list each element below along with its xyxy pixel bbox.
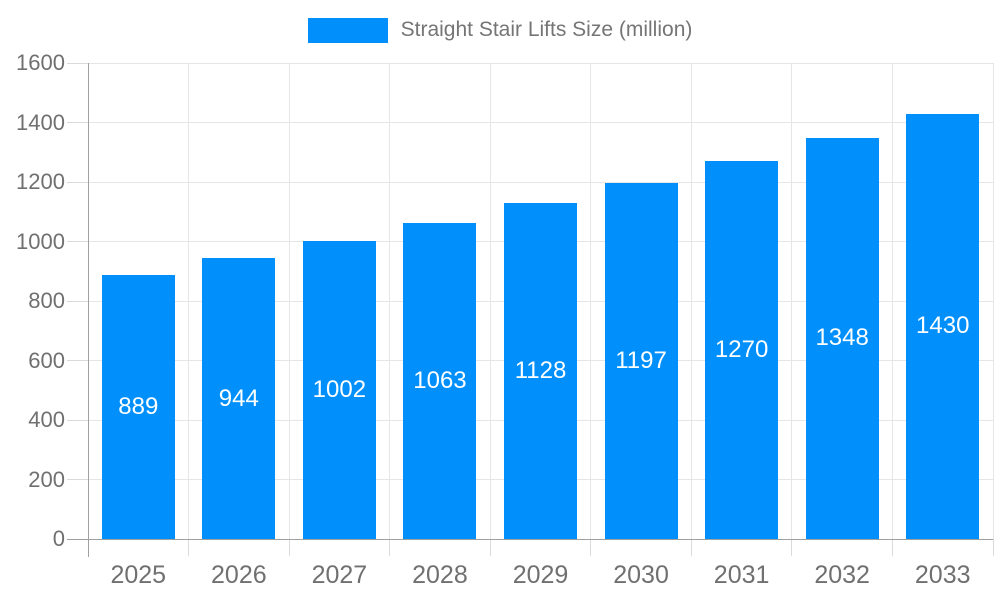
h-gridline xyxy=(88,62,993,64)
x-tick xyxy=(188,539,190,556)
bar-2029[interactable] xyxy=(504,203,577,539)
y-tick xyxy=(67,181,88,183)
y-axis-label: 0 xyxy=(52,526,65,551)
h-gridline xyxy=(88,181,993,183)
x-axis-label: 2026 xyxy=(211,561,267,589)
y-tick xyxy=(67,122,88,123)
legend[interactable]: Straight Stair Lifts Size (million) xyxy=(0,15,1000,45)
x-axis-label: 2025 xyxy=(110,561,167,589)
y-tick xyxy=(67,419,88,421)
x-axis-line xyxy=(67,538,993,540)
bar-value-label: 1128 xyxy=(514,357,567,385)
bar-2026[interactable] xyxy=(202,258,276,539)
v-gridline xyxy=(188,63,190,539)
bar-value-label: 1348 xyxy=(815,324,869,352)
bar-2028[interactable] xyxy=(403,222,477,539)
x-tick xyxy=(891,539,893,556)
y-tick xyxy=(67,241,88,242)
x-tick xyxy=(288,539,290,556)
bar-value-label: 1002 xyxy=(312,375,367,403)
v-gridline xyxy=(690,63,692,539)
legend-swatch-icon xyxy=(307,17,388,43)
v-gridline xyxy=(891,63,893,539)
x-axis-label: 2030 xyxy=(613,561,669,589)
x-axis-label: 2029 xyxy=(512,561,569,589)
v-gridline xyxy=(288,63,290,539)
bar-2027[interactable] xyxy=(302,240,376,539)
bar-value-label: 889 xyxy=(118,392,159,420)
v-gridline xyxy=(590,63,592,539)
bar-2030[interactable] xyxy=(604,182,678,539)
x-axis-label: 2033 xyxy=(914,561,971,589)
bar-2033[interactable] xyxy=(906,113,980,539)
y-axis-line xyxy=(87,63,89,557)
x-tick xyxy=(590,539,592,556)
x-axis-label: 2031 xyxy=(713,561,770,589)
y-axis-label: 1200 xyxy=(16,169,65,194)
bar-value-label: 944 xyxy=(218,384,259,412)
y-tick xyxy=(67,479,88,480)
x-axis-label: 2027 xyxy=(311,561,368,589)
y-axis-label: 200 xyxy=(28,466,65,492)
y-axis-label: 600 xyxy=(28,347,65,373)
bar-value-label: 1430 xyxy=(916,312,970,340)
y-tick xyxy=(67,360,88,361)
x-tick xyxy=(389,539,391,556)
y-axis-label: 1600 xyxy=(16,50,65,75)
x-tick xyxy=(791,539,793,556)
v-gridline xyxy=(791,63,793,539)
v-gridline xyxy=(992,63,994,539)
bar-2025[interactable] xyxy=(101,274,175,539)
x-tick xyxy=(489,539,491,556)
h-gridline xyxy=(88,122,993,123)
v-gridline xyxy=(389,63,391,539)
y-axis-label: 800 xyxy=(28,288,65,313)
y-axis-label: 1400 xyxy=(16,109,65,135)
legend-series-label: Straight Stair Lifts Size (million) xyxy=(400,18,693,41)
x-axis-label: 2032 xyxy=(814,561,870,589)
bar-2032[interactable] xyxy=(805,137,879,539)
v-gridline xyxy=(489,63,491,539)
y-axis-label: 400 xyxy=(28,407,65,432)
x-tick xyxy=(690,539,692,556)
y-tick xyxy=(67,62,88,64)
y-axis-label: 1000 xyxy=(16,228,65,254)
y-tick xyxy=(67,300,88,302)
x-tick xyxy=(992,539,994,556)
bar-value-label: 1197 xyxy=(615,346,667,374)
bar-2031[interactable] xyxy=(705,161,779,539)
bar-value-label: 1063 xyxy=(413,366,467,394)
x-axis-label: 2028 xyxy=(412,561,468,589)
bar-value-label: 1270 xyxy=(714,336,769,364)
